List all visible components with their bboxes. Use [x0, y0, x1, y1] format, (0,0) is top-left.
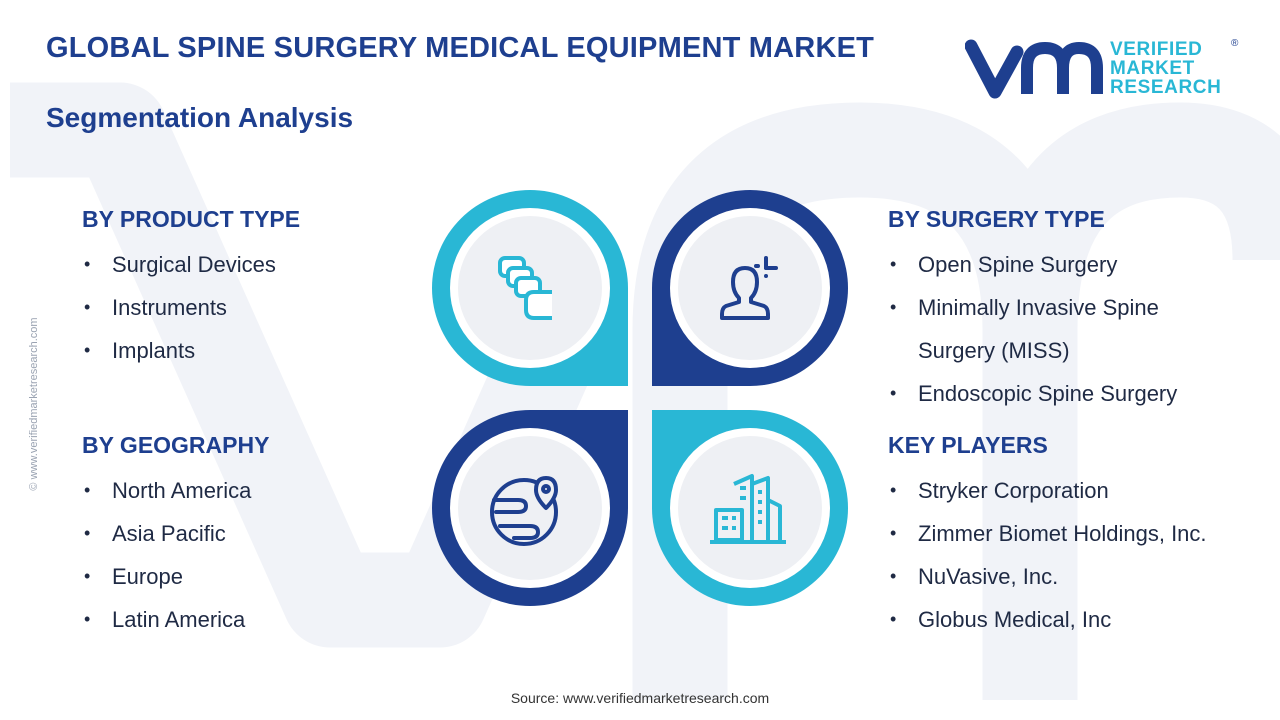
vmr-logo: VERIFIED MARKET RESEARCH ®: [964, 38, 1239, 102]
list-item: NuVasive, Inc.: [888, 555, 1207, 598]
globe-location-icon: [490, 476, 558, 546]
person-focus-icon: [720, 256, 778, 320]
inner-circle: [458, 436, 602, 580]
list-item-continuation: Surgery (MISS): [918, 338, 1070, 363]
list-item: Globus Medical, Inc: [888, 598, 1207, 641]
segment-heading: KEY PLAYERS: [888, 432, 1048, 458]
list-item: Latin America: [82, 598, 269, 641]
list-item: Implants: [82, 329, 300, 372]
list-item: Surgical Devices: [82, 243, 300, 286]
logo-line-market: MARKET: [1110, 58, 1195, 79]
list-item: Zimmer Biomet Holdings, Inc.: [888, 512, 1207, 555]
list-item: Stryker Corporation: [888, 469, 1207, 512]
logo-line-verified: VERIFIED: [1110, 39, 1203, 60]
list-item: Endoscopic Spine Surgery: [888, 372, 1177, 415]
vmr-logo-text: VERIFIED MARKET RESEARCH: [1110, 40, 1221, 97]
list-item: Open Spine Surgery: [888, 243, 1177, 286]
city-buildings-icon: [710, 474, 786, 544]
segmentation-petal-graphic: [432, 190, 848, 606]
stacked-vertebrae-icon: [498, 256, 552, 320]
segment-heading: BY GEOGRAPHY: [82, 432, 270, 458]
vmr-logo-mark: [964, 39, 1103, 99]
segment-heading: BY PRODUCT TYPE: [82, 206, 301, 232]
segment-heading: BY SURGERY TYPE: [888, 206, 1105, 232]
segment-key-players: KEY PLAYERS Stryker Corporation Zimmer B…: [888, 432, 1207, 641]
source-note: Source: www.verifiedmarketresearch.com: [510, 690, 770, 706]
page-subtitle: Segmentation Analysis: [46, 102, 354, 133]
logo-line-research: RESEARCH: [1110, 77, 1222, 98]
segment-surgery-type: BY SURGERY TYPE Open Spine Surgery Minim…: [888, 206, 1177, 415]
list-item: Asia Pacific: [82, 512, 269, 555]
list-item: North America: [82, 469, 269, 512]
list-item: Europe: [82, 555, 269, 598]
segment-geography: BY GEOGRAPHY North America Asia Pacific …: [82, 432, 269, 641]
registered-mark: ®: [1231, 38, 1239, 49]
inner-circle: [678, 216, 822, 360]
list-item: Instruments: [82, 286, 300, 329]
side-watermark-url: © www.verifiedmarketresearch.com: [28, 317, 40, 491]
page-title: GLOBAL SPINE SURGERY MEDICAL EQUIPMENT M…: [46, 32, 875, 64]
segment-product-type: BY PRODUCT TYPE Surgical Devices Instrum…: [82, 206, 300, 372]
list-item: Minimally Invasive Spine: [888, 286, 1177, 329]
